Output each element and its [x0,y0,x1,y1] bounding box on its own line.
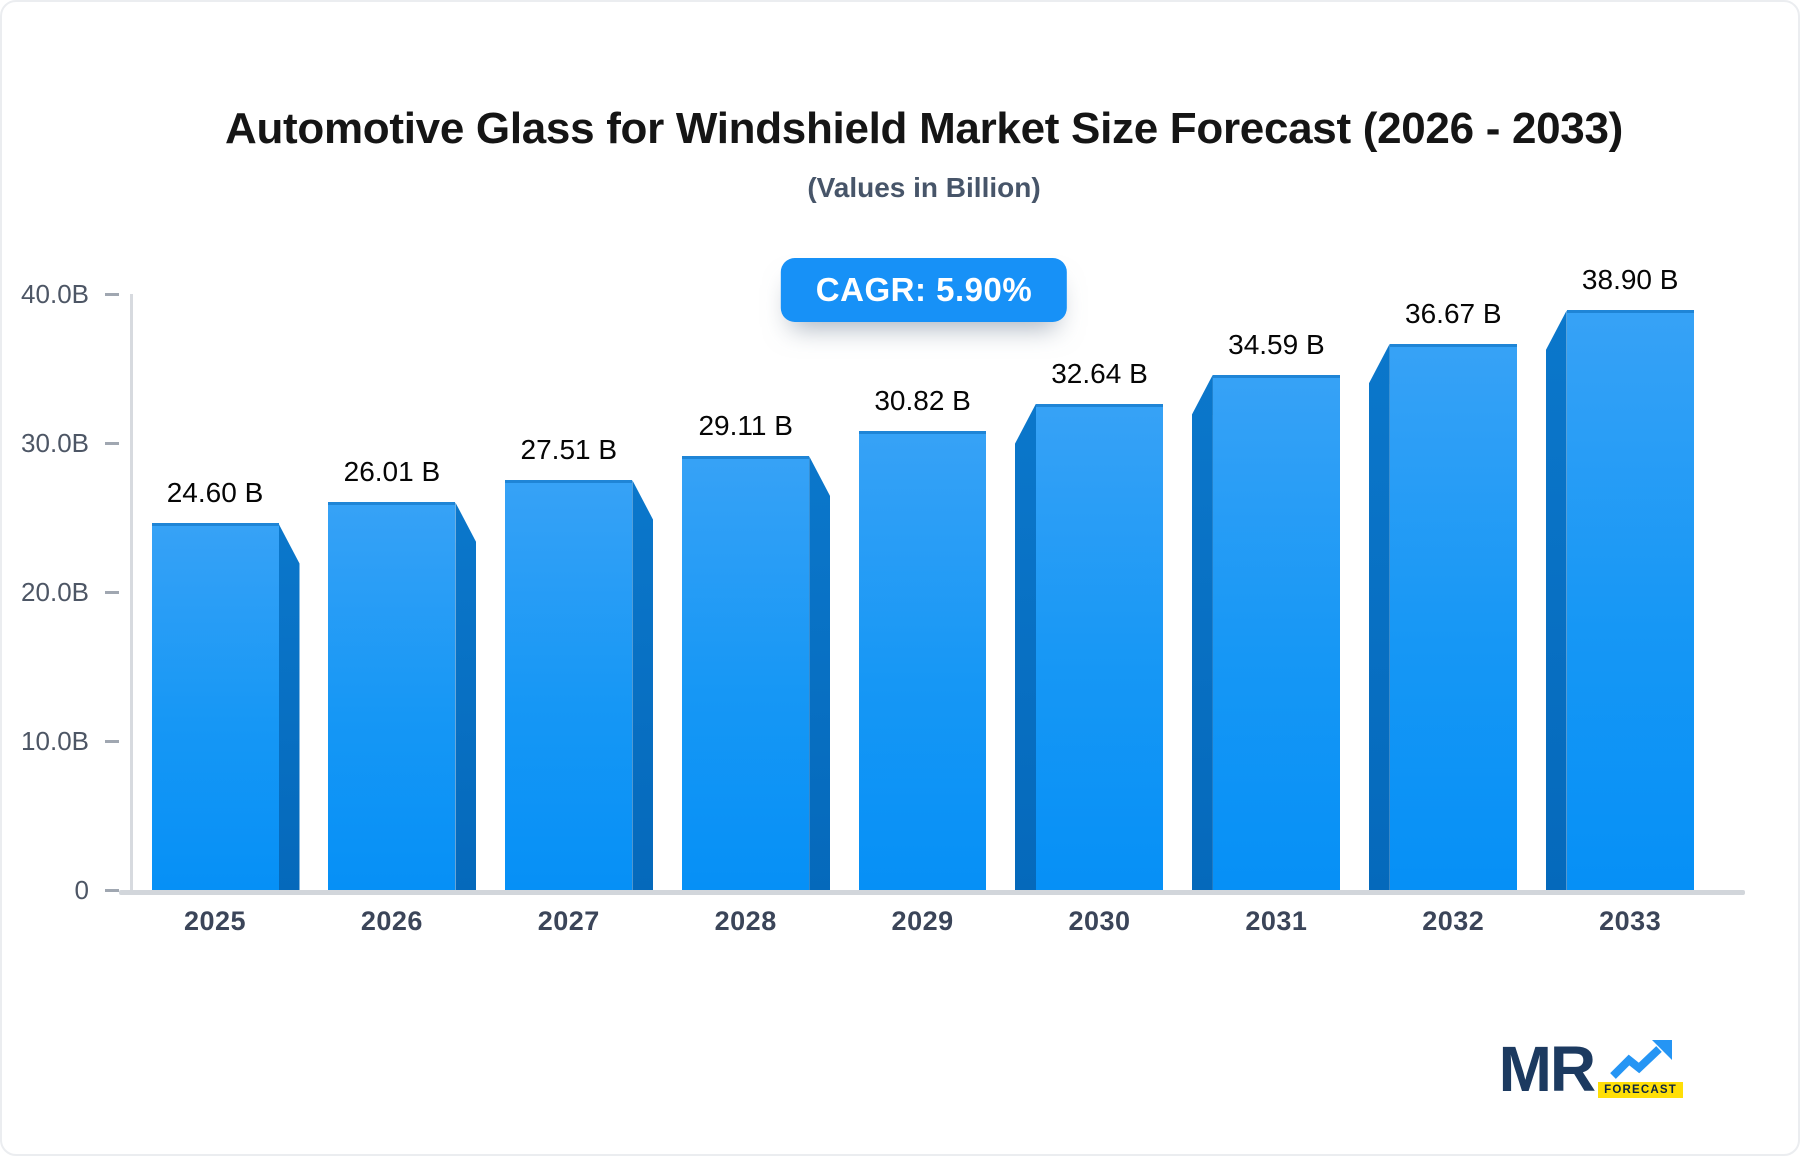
bar-front [1212,374,1340,890]
bar-value-label: 36.67 B [1405,297,1502,329]
x-axis-label: 2026 [360,906,423,936]
y-tick-label: 30.0B [21,428,89,458]
mr-forecast-logo: MR FORECAST [1498,1033,1683,1105]
bar-value-label: 34.59 B [1228,328,1325,360]
x-axis-label: 2031 [1245,906,1308,936]
x-axis-label: 2027 [537,906,600,936]
bar-side [1368,343,1390,890]
y-tick-dash [105,739,119,743]
x-axis-label: 2025 [183,906,247,936]
cagr-badge: CAGR: 5.90% [780,258,1068,322]
chart-subtitle: (Values in Billion) [807,172,1041,203]
logo-mr-text: MR [1498,1033,1597,1105]
bar-front [505,480,633,890]
bar-value-label: 29.11 B [698,410,793,442]
bar-side [1191,374,1213,890]
y-tick-label: 40.0B [21,279,89,309]
bar-value-label: 32.64 B [1051,357,1148,389]
bar-front [682,456,810,890]
bar-front [1389,343,1517,890]
y-tick-label: 10.0B [21,726,89,756]
logo-right-block: FORECAST [1598,1040,1683,1098]
x-axis-label: 2033 [1599,906,1662,936]
x-axis-line [119,890,1745,895]
bar-value-label: 30.82 B [874,384,971,416]
x-axis-label: 2029 [891,906,954,936]
bar-value-label: 26.01 B [343,456,441,488]
y-axis-line [130,294,133,890]
chart-title: Automotive Glass for Windshield Market S… [224,104,1624,153]
growth-arrow-icon [1609,1040,1672,1079]
y-tick-dash [105,888,119,892]
y-tick-label: 0 [74,875,89,905]
bar-side [1545,310,1567,890]
logo-forecast-text: FORECAST [1598,1082,1683,1098]
plot-area: 0 10.0B 20.0B 30.0B 40.0B 24.60 B 2025 26.01 B 2… [21,264,1745,936]
bar-side [632,480,654,890]
bar-front [151,523,279,890]
y-tick-dash [105,590,119,594]
bar-side [809,456,831,890]
x-axis-label: 2030 [1068,906,1131,936]
bar-value-label: 24.60 B [166,477,264,509]
bar-side [278,523,300,890]
bar-front [859,430,987,890]
bar-side [455,502,477,890]
bar-front [1566,310,1694,890]
bar-front [328,502,456,890]
bar-side [1015,403,1036,890]
x-axis-label: 2028 [714,906,777,936]
bar-front [1036,403,1163,890]
y-tick-label: 20.0B [21,577,89,607]
bar-value-label: 27.51 B [520,434,618,466]
x-axis-label: 2032 [1422,906,1485,936]
y-tick-dash [105,292,119,296]
bar-value-label: 38.90 B [1581,264,1679,296]
y-tick-dash [105,441,119,445]
